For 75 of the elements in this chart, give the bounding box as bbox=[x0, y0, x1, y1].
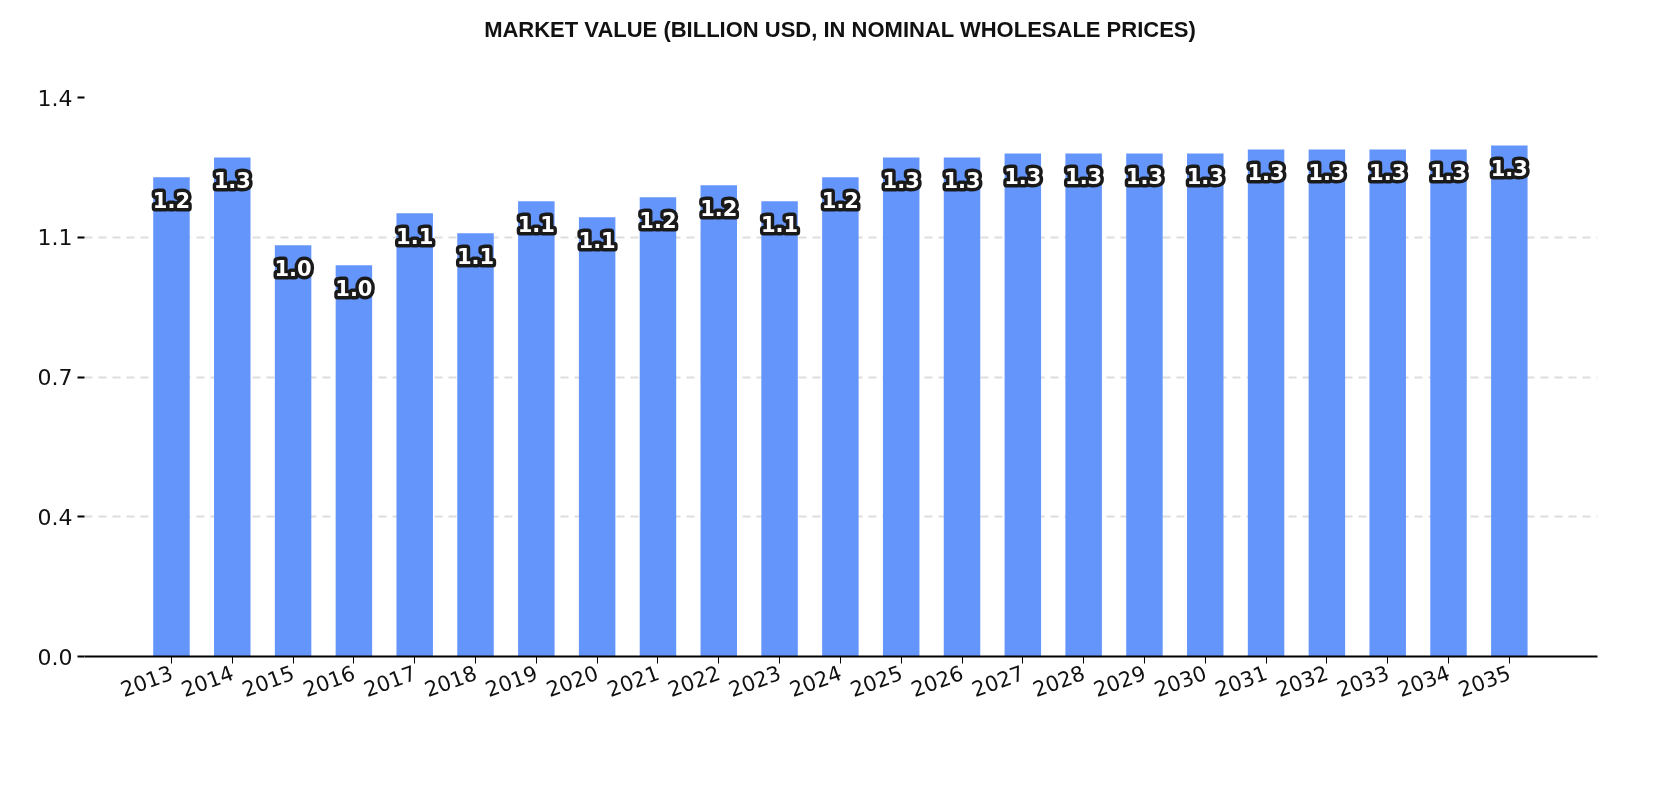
x-tick-label: 2013 bbox=[117, 661, 176, 703]
data-label: 1.2 bbox=[821, 189, 859, 214]
bar bbox=[1308, 149, 1346, 657]
bar bbox=[214, 157, 251, 657]
bar bbox=[518, 201, 555, 657]
y-tick-label: 1.4 bbox=[37, 85, 73, 111]
bar bbox=[1369, 149, 1406, 657]
x-tick-label: 2022 bbox=[664, 661, 724, 703]
x-tick-label: 2016 bbox=[299, 661, 359, 703]
bar bbox=[639, 197, 677, 657]
x-tick-label: 2029 bbox=[1090, 661, 1149, 703]
bar bbox=[882, 157, 920, 657]
bar bbox=[1126, 153, 1163, 657]
bar bbox=[1247, 149, 1285, 657]
data-label: 1.3 bbox=[1429, 161, 1468, 186]
bar bbox=[457, 233, 494, 657]
bar bbox=[700, 185, 738, 657]
x-tick-label: 2034 bbox=[1394, 661, 1453, 703]
data-label: 1.1 bbox=[760, 213, 799, 238]
x-tick-label: 2015 bbox=[239, 661, 298, 703]
bar bbox=[1065, 153, 1102, 657]
data-label: 1.3 bbox=[1186, 165, 1224, 190]
bar bbox=[1187, 153, 1224, 657]
data-label: 1.3 bbox=[1308, 161, 1346, 186]
x-tick-label: 2021 bbox=[603, 661, 663, 703]
x-tick-label: 2030 bbox=[1151, 661, 1210, 703]
data-label: 1.2 bbox=[152, 189, 191, 214]
x-tick-label: 2028 bbox=[1029, 661, 1089, 703]
bar bbox=[761, 201, 798, 657]
x-tick-label: 2025 bbox=[847, 661, 906, 703]
x-tick-label: 2033 bbox=[1333, 661, 1393, 703]
bar bbox=[578, 217, 616, 657]
data-label: 1.3 bbox=[882, 169, 920, 194]
data-label: 1.3 bbox=[1369, 161, 1407, 186]
bar bbox=[1430, 149, 1467, 657]
y-tick-label: 0.4 bbox=[37, 504, 73, 530]
y-tick-label: 0.7 bbox=[37, 365, 73, 390]
x-tick-label: 2019 bbox=[482, 661, 541, 703]
y-tick-label: 1.1 bbox=[37, 225, 73, 251]
data-label: 1.3 bbox=[213, 169, 251, 194]
x-tick-label: 2023 bbox=[725, 661, 785, 703]
x-tick-label: 2020 bbox=[543, 661, 602, 703]
bar bbox=[396, 213, 433, 657]
data-label: 1.1 bbox=[396, 225, 434, 250]
data-label: 1.3 bbox=[1247, 161, 1285, 186]
data-label: 1.3 bbox=[1125, 165, 1164, 190]
data-label: 1.1 bbox=[517, 213, 555, 238]
data-label: 1.0 bbox=[274, 257, 312, 282]
bar bbox=[943, 157, 981, 657]
x-tick-label: 2035 bbox=[1455, 661, 1514, 703]
x-tick-label: 2027 bbox=[968, 661, 1028, 703]
data-label: 1.1 bbox=[578, 229, 616, 254]
data-label: 1.3 bbox=[1065, 165, 1103, 190]
data-label: 1.2 bbox=[639, 209, 677, 234]
chart-title: MARKET VALUE (BILLION USD, IN NOMINAL WHOLESALE PRICES) bbox=[484, 17, 1196, 43]
bar bbox=[822, 177, 859, 657]
bar bbox=[1004, 153, 1042, 657]
x-tick-label: 2014 bbox=[178, 661, 237, 703]
y-tick-label: 0.0 bbox=[37, 644, 73, 670]
x-tick-label: 2032 bbox=[1272, 661, 1332, 703]
x-tick-label: 2017 bbox=[360, 661, 420, 703]
x-tick-label: 2024 bbox=[786, 661, 845, 703]
data-label: 1.3 bbox=[943, 169, 981, 194]
x-tick-label: 2031 bbox=[1212, 661, 1271, 703]
x-tick-label: 2018 bbox=[421, 661, 480, 703]
data-label: 1.1 bbox=[456, 245, 495, 270]
x-tick-label: 2026 bbox=[908, 661, 967, 703]
data-label: 1.0 bbox=[335, 277, 373, 302]
bar bbox=[335, 265, 373, 657]
bar bbox=[274, 245, 312, 657]
data-label: 1.3 bbox=[1490, 157, 1528, 182]
bar bbox=[1491, 145, 1528, 657]
data-label: 1.3 bbox=[1004, 165, 1042, 190]
data-label: 1.2 bbox=[700, 197, 738, 222]
bar bbox=[153, 177, 190, 657]
